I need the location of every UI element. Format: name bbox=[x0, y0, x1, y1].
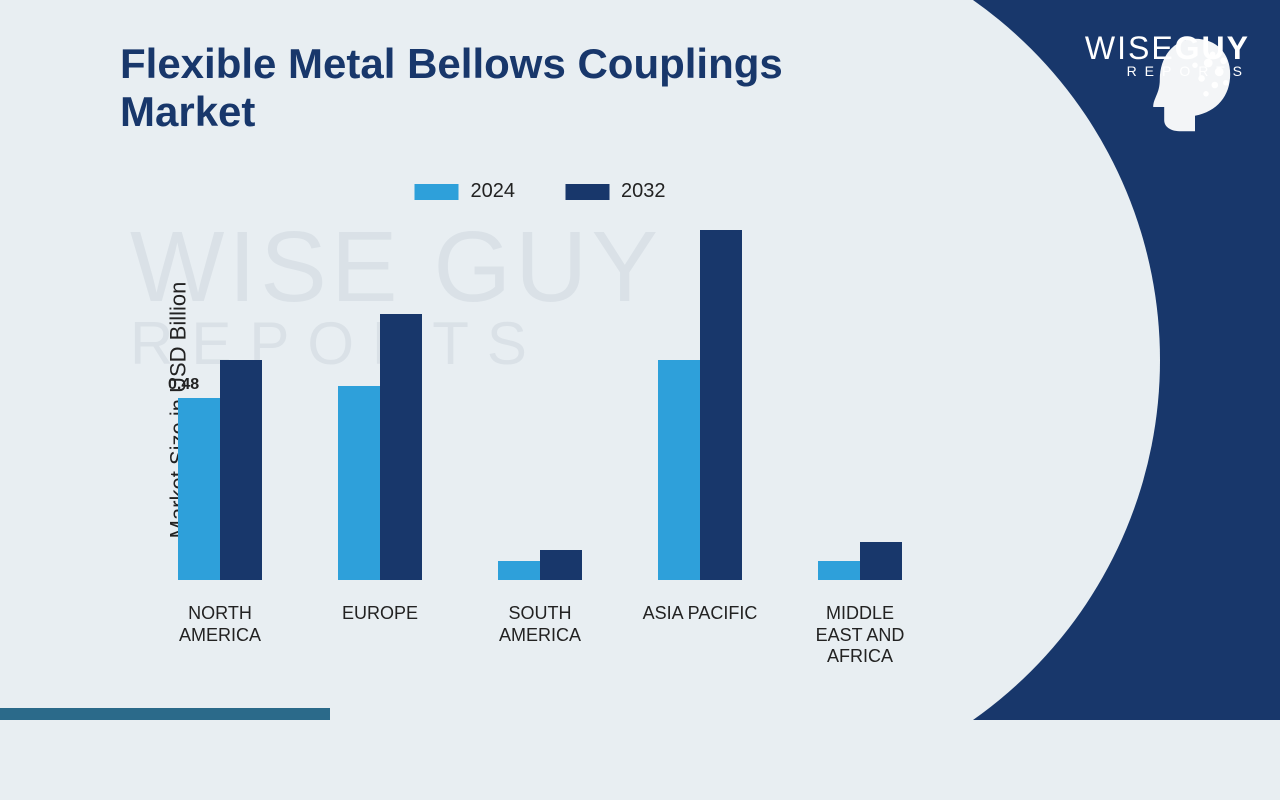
legend-swatch bbox=[415, 184, 459, 200]
bar bbox=[700, 230, 742, 580]
bar bbox=[540, 550, 582, 580]
x-axis-label: MIDDLE EAST AND AFRICA bbox=[800, 603, 920, 668]
x-axis-label: ASIA PACIFIC bbox=[640, 603, 760, 668]
bar-group bbox=[498, 550, 582, 580]
bar bbox=[498, 561, 540, 580]
bar-group bbox=[658, 230, 742, 580]
bar: 0.48 bbox=[178, 398, 220, 580]
legend-swatch bbox=[565, 184, 609, 200]
bar bbox=[220, 360, 262, 580]
bar-group bbox=[818, 542, 902, 580]
x-axis-label: NORTH AMERICA bbox=[160, 603, 280, 668]
bar bbox=[818, 561, 860, 580]
bar bbox=[338, 386, 380, 580]
chart-title: Flexible Metal Bellows Couplings Market bbox=[120, 40, 840, 137]
bottom-accent-bar bbox=[0, 708, 330, 720]
bars-container: 0.48 bbox=[140, 200, 940, 580]
bar bbox=[380, 314, 422, 580]
chart-area: Market Size in USD Billion 20242032 0.48… bbox=[60, 160, 940, 660]
bar-group: 0.48 bbox=[178, 360, 262, 580]
x-axis-labels: NORTH AMERICA EUROPE SOUTH AMERICA ASIA PAC… bbox=[140, 603, 940, 668]
bar-value-label: 0.48 bbox=[168, 376, 199, 394]
brand-logo: WISEGUY REPORTS bbox=[1085, 30, 1250, 79]
brand-name: WISEGUY bbox=[1085, 30, 1250, 67]
bar-group bbox=[338, 314, 422, 580]
x-axis-label: EUROPE bbox=[320, 603, 440, 668]
bar bbox=[658, 360, 700, 580]
bar bbox=[860, 542, 902, 580]
plot-area: 20242032 0.48 bbox=[140, 200, 940, 580]
x-axis-label: SOUTH AMERICA bbox=[480, 603, 600, 668]
